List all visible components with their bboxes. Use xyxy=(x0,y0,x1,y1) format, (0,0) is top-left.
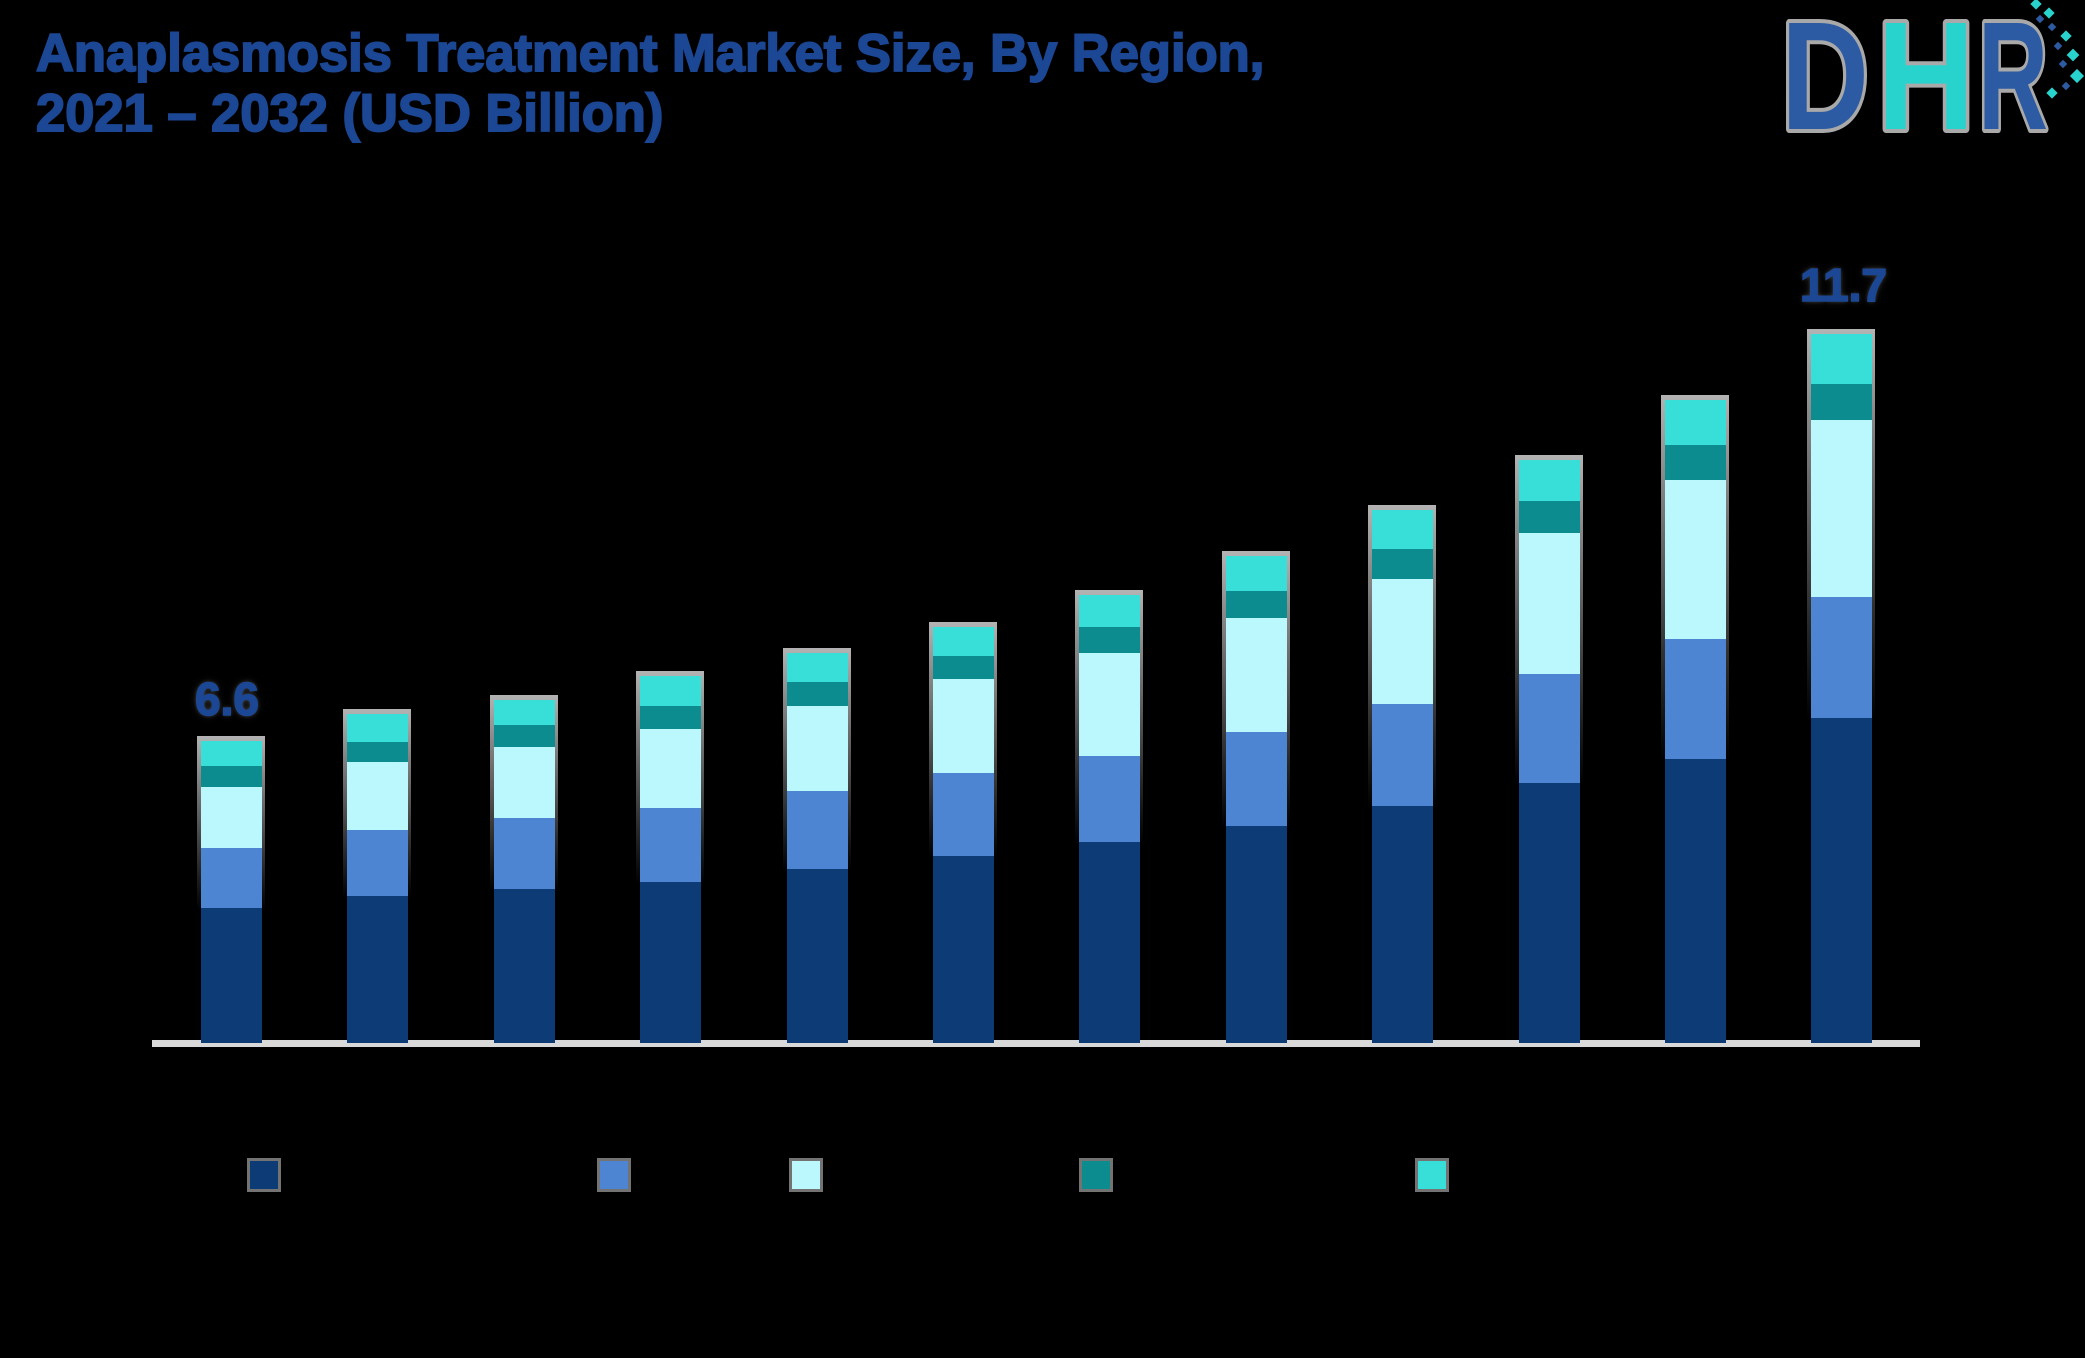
svg-text:D: D xyxy=(1781,0,1869,160)
svg-text:H: H xyxy=(1877,0,1975,160)
svg-text:R: R xyxy=(1978,0,2048,160)
